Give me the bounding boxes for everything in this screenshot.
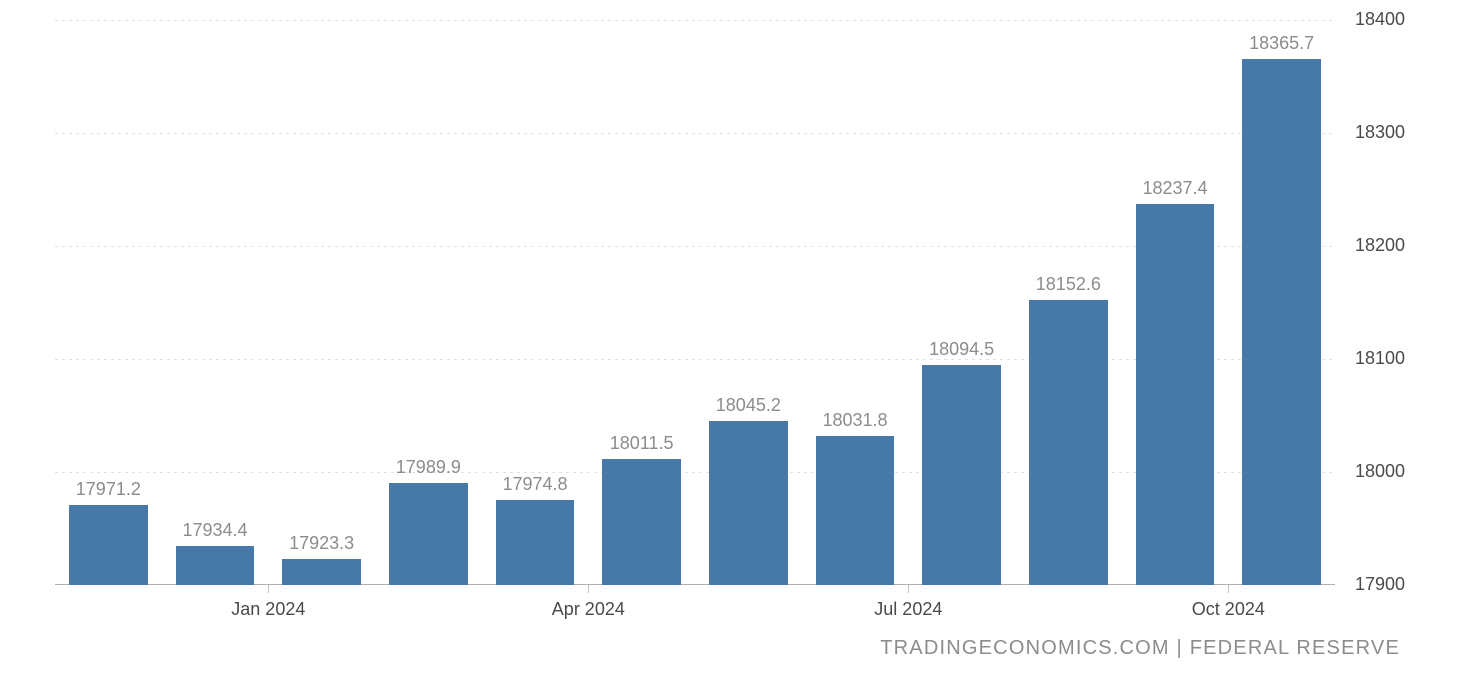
x-tick-label: Apr 2024 [552,599,625,620]
bar-value-label: 18152.6 [1036,274,1101,295]
bar [922,365,1001,585]
plot-area: 17971.2 17934.4 17923.3 17989.9 17974.8 18011… [55,20,1335,585]
bar-value-label: 18094.5 [929,339,994,360]
bar-value-label: 17934.4 [182,520,247,541]
bar [816,436,895,585]
bar [282,559,361,585]
y-tick-label: 18000 [1355,461,1405,482]
x-tick-mark [908,585,909,593]
y-tick-label: 18400 [1355,9,1405,30]
x-tick-mark [1228,585,1229,593]
bar-value-label: 17974.8 [502,474,567,495]
bar-value-label: 17971.2 [76,479,141,500]
bar-value-label: 18031.8 [822,410,887,431]
bar [602,459,681,585]
bar [69,505,148,585]
bar-value-label: 18237.4 [1142,178,1207,199]
chart-attribution: TRADINGECONOMICS.COM | FEDERAL RESERVE [880,637,1400,660]
chart-container: 17971.2 17934.4 17923.3 17989.9 17974.8 18011… [0,0,1460,680]
bar [1136,204,1215,585]
bar-value-label: 17923.3 [289,533,354,554]
bar-value-label: 17989.9 [396,457,461,478]
gridline [55,133,1335,134]
x-tick-label: Jan 2024 [231,599,305,620]
bar [176,546,255,585]
bar [1029,300,1108,585]
bar-value-label: 18011.5 [610,433,674,454]
bar [496,500,575,585]
y-tick-label: 18200 [1355,235,1405,256]
bar-value-label: 18045.2 [716,395,781,416]
gridline [55,20,1335,21]
bar [709,421,788,585]
y-tick-label: 18100 [1355,348,1405,369]
x-tick-label: Jul 2024 [874,599,942,620]
x-tick-mark [588,585,589,593]
x-tick-mark [268,585,269,593]
y-tick-label: 18300 [1355,122,1405,143]
bar [1242,59,1321,585]
y-tick-label: 17900 [1355,574,1405,595]
x-tick-label: Oct 2024 [1192,599,1265,620]
bar-value-label: 18365.7 [1249,33,1314,54]
bar [389,483,468,585]
